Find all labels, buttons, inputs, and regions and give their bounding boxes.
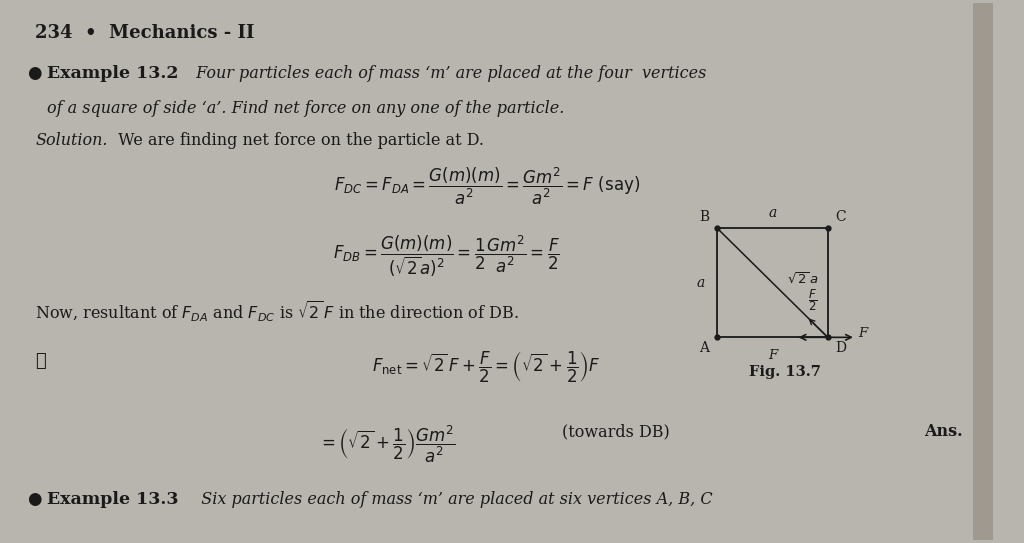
Text: F: F (858, 327, 867, 340)
Text: Four particles each of mass ‘m’ are placed at the four  vertices: Four particles each of mass ‘m’ are plac… (190, 65, 707, 82)
Text: D: D (836, 342, 847, 355)
Text: $F_{\mathrm{net}} =\sqrt{2}\,F+\dfrac{F}{2}=\left(\sqrt{2}+\dfrac{1}{2}\right)F$: $F_{\mathrm{net}} =\sqrt{2}\,F+\dfrac{F}… (373, 350, 601, 386)
Text: $F_{DB} =\dfrac{G(m)(m)}{(\sqrt{2}a)^2}=\dfrac{1}{2}\dfrac{Gm^2}{a^2}=\dfrac{F}{: $F_{DB} =\dfrac{G(m)(m)}{(\sqrt{2}a)^2}=… (333, 233, 560, 279)
Text: ●: ● (28, 491, 42, 508)
Text: $=\left(\sqrt{2}+\dfrac{1}{2}\right)\dfrac{Gm^2}{a^2}$: $=\left(\sqrt{2}+\dfrac{1}{2}\right)\dfr… (317, 424, 455, 465)
Text: (towards DB): (towards DB) (562, 424, 670, 440)
Text: C: C (835, 211, 846, 224)
Bar (973, 3, 993, 540)
Text: ●: ● (28, 65, 42, 82)
Text: ∴: ∴ (35, 352, 46, 370)
Text: $F_{DC} =F_{DA} =\dfrac{G(m)(m)}{a^2}=\dfrac{Gm^2}{a^2}=F\ \mathrm{(say)}$: $F_{DC} =F_{DA} =\dfrac{G(m)(m)}{a^2}=\d… (334, 166, 640, 207)
Text: We are finding net force on the particle at D.: We are finding net force on the particle… (114, 132, 484, 149)
Text: Example 13.2: Example 13.2 (47, 65, 178, 82)
Text: a: a (768, 205, 776, 219)
Text: of a square of side ‘a’. Find net force on any one of the particle.: of a square of side ‘a’. Find net force … (47, 100, 564, 117)
Text: Six particles each of mass ‘m’ are placed at six vertices A, B, C: Six particles each of mass ‘m’ are place… (190, 491, 713, 508)
Text: F: F (768, 349, 777, 362)
Text: A: A (699, 342, 710, 355)
Text: $\sqrt{2}\,a$: $\sqrt{2}\,a$ (786, 272, 818, 287)
Text: a: a (696, 276, 705, 290)
Text: 234  •  Mechanics - II: 234 • Mechanics - II (35, 23, 255, 41)
Text: B: B (699, 211, 710, 224)
Text: Solution.: Solution. (35, 132, 108, 149)
Text: $\dfrac{F}{2}$: $\dfrac{F}{2}$ (808, 287, 817, 313)
Text: Now, resultant of $F_{DA}$ and $F_{DC}$ is $\sqrt{2}\,F$ in the direction of DB.: Now, resultant of $F_{DA}$ and $F_{DC}$ … (35, 300, 519, 324)
Text: Example 13.3: Example 13.3 (47, 491, 179, 508)
Text: Ans.: Ans. (925, 424, 964, 440)
Text: Fig. 13.7: Fig. 13.7 (749, 365, 820, 379)
